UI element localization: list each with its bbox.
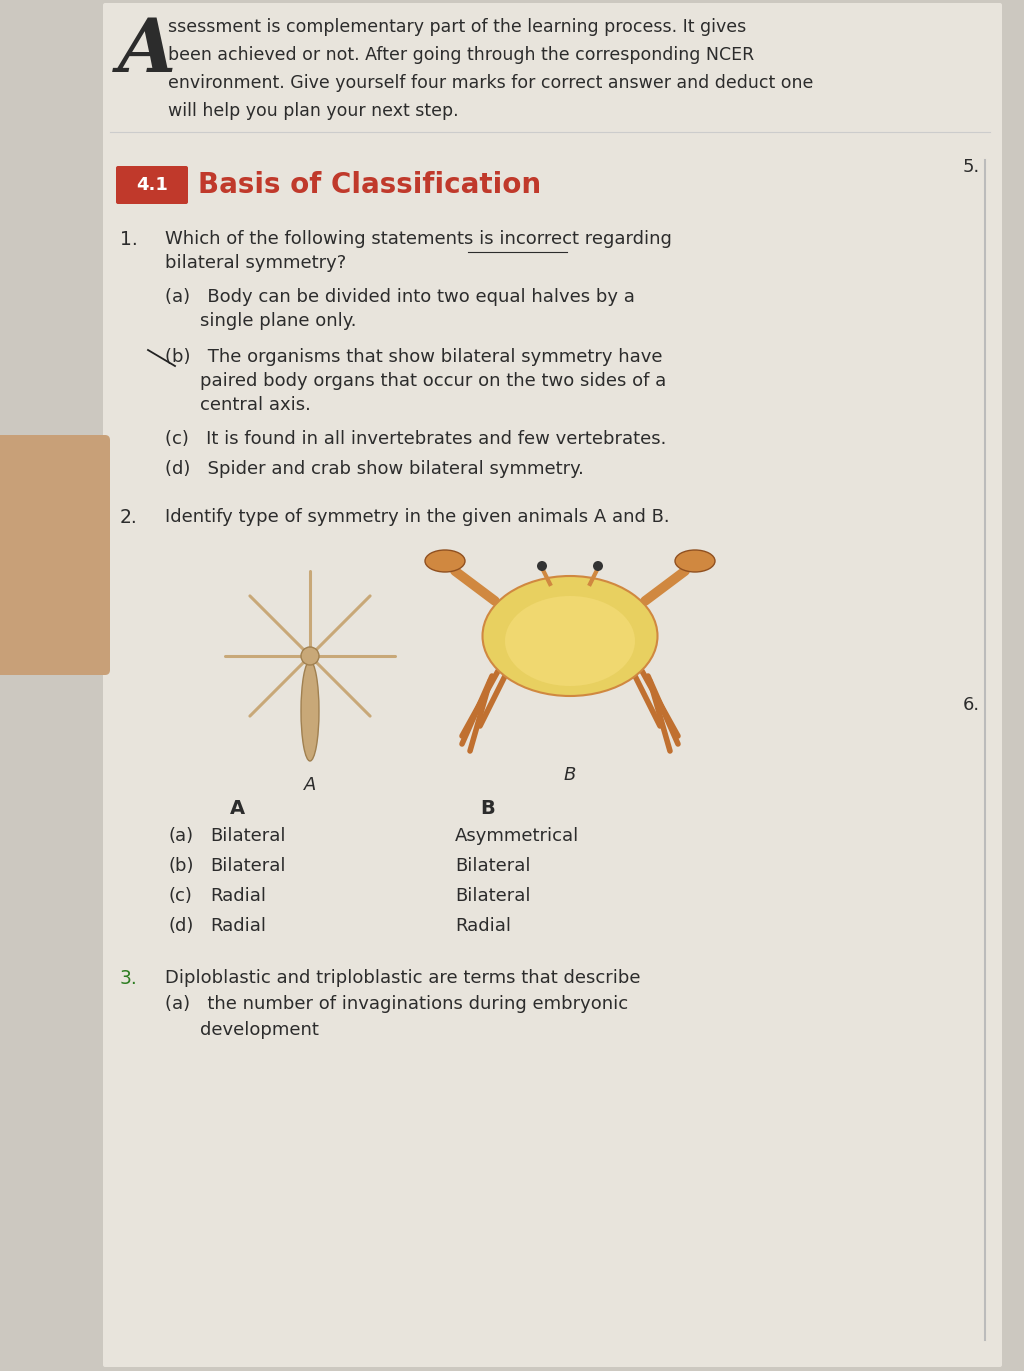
Text: Radial: Radial <box>455 917 511 935</box>
Text: Bilateral: Bilateral <box>455 887 530 905</box>
Text: been achieved or not. After going through the corresponding NCER: been achieved or not. After going throug… <box>168 47 755 64</box>
Text: Basis of Classification: Basis of Classification <box>198 171 541 199</box>
FancyBboxPatch shape <box>103 3 1002 1367</box>
Text: Which of the following statements is incorrect regarding: Which of the following statements is inc… <box>165 230 672 248</box>
Text: 2.: 2. <box>120 509 138 526</box>
Text: 4.1: 4.1 <box>136 175 168 195</box>
Text: bilateral symmetry?: bilateral symmetry? <box>165 254 346 271</box>
Ellipse shape <box>482 576 657 696</box>
Text: B: B <box>480 799 495 818</box>
Text: development: development <box>200 1021 318 1039</box>
Text: ssessment is complementary part of the learning process. It gives: ssessment is complementary part of the l… <box>168 18 746 36</box>
Text: environment. Give yourself four marks for correct answer and deduct one: environment. Give yourself four marks fo… <box>168 74 813 92</box>
Text: (d)   Spider and crab show bilateral symmetry.: (d) Spider and crab show bilateral symme… <box>165 461 584 478</box>
Ellipse shape <box>675 550 715 572</box>
Text: (b)   The organisms that show bilateral symmetry have: (b) The organisms that show bilateral sy… <box>165 348 663 366</box>
Text: Radial: Radial <box>210 887 266 905</box>
Text: Radial: Radial <box>210 917 266 935</box>
Text: (b): (b) <box>168 857 194 875</box>
Ellipse shape <box>505 596 635 686</box>
Text: single plane only.: single plane only. <box>200 313 356 330</box>
Ellipse shape <box>425 550 465 572</box>
Text: central axis.: central axis. <box>200 396 311 414</box>
Text: Bilateral: Bilateral <box>210 827 286 845</box>
FancyBboxPatch shape <box>116 166 188 204</box>
Text: (a): (a) <box>168 827 194 845</box>
Text: (a)   the number of invaginations during embryonic: (a) the number of invaginations during e… <box>165 995 628 1013</box>
Text: A: A <box>230 799 245 818</box>
Text: Bilateral: Bilateral <box>455 857 530 875</box>
Text: 6.: 6. <box>963 696 980 714</box>
Text: (d): (d) <box>168 917 194 935</box>
Ellipse shape <box>301 647 319 665</box>
FancyBboxPatch shape <box>0 435 110 675</box>
Text: 1.: 1. <box>120 230 138 250</box>
Ellipse shape <box>301 661 319 761</box>
Text: 5.: 5. <box>963 158 980 175</box>
Text: A: A <box>304 776 316 794</box>
Text: A: A <box>118 15 176 88</box>
Text: B: B <box>564 766 577 784</box>
Circle shape <box>593 561 603 570</box>
Text: Asymmetrical: Asymmetrical <box>455 827 580 845</box>
Text: (c): (c) <box>168 887 191 905</box>
Text: (c)   It is found in all invertebrates and few vertebrates.: (c) It is found in all invertebrates and… <box>165 430 667 448</box>
Circle shape <box>537 561 547 570</box>
Text: will help you plan your next step.: will help you plan your next step. <box>168 101 459 121</box>
Text: (a)   Body can be divided into two equal halves by a: (a) Body can be divided into two equal h… <box>165 288 635 306</box>
Text: Identify type of symmetry in the given animals A and B.: Identify type of symmetry in the given a… <box>165 509 670 526</box>
Text: paired body organs that occur on the two sides of a: paired body organs that occur on the two… <box>200 372 667 389</box>
Text: 3.: 3. <box>120 969 138 988</box>
Text: Diploblastic and triploblastic are terms that describe: Diploblastic and triploblastic are terms… <box>165 969 640 987</box>
Text: Bilateral: Bilateral <box>210 857 286 875</box>
